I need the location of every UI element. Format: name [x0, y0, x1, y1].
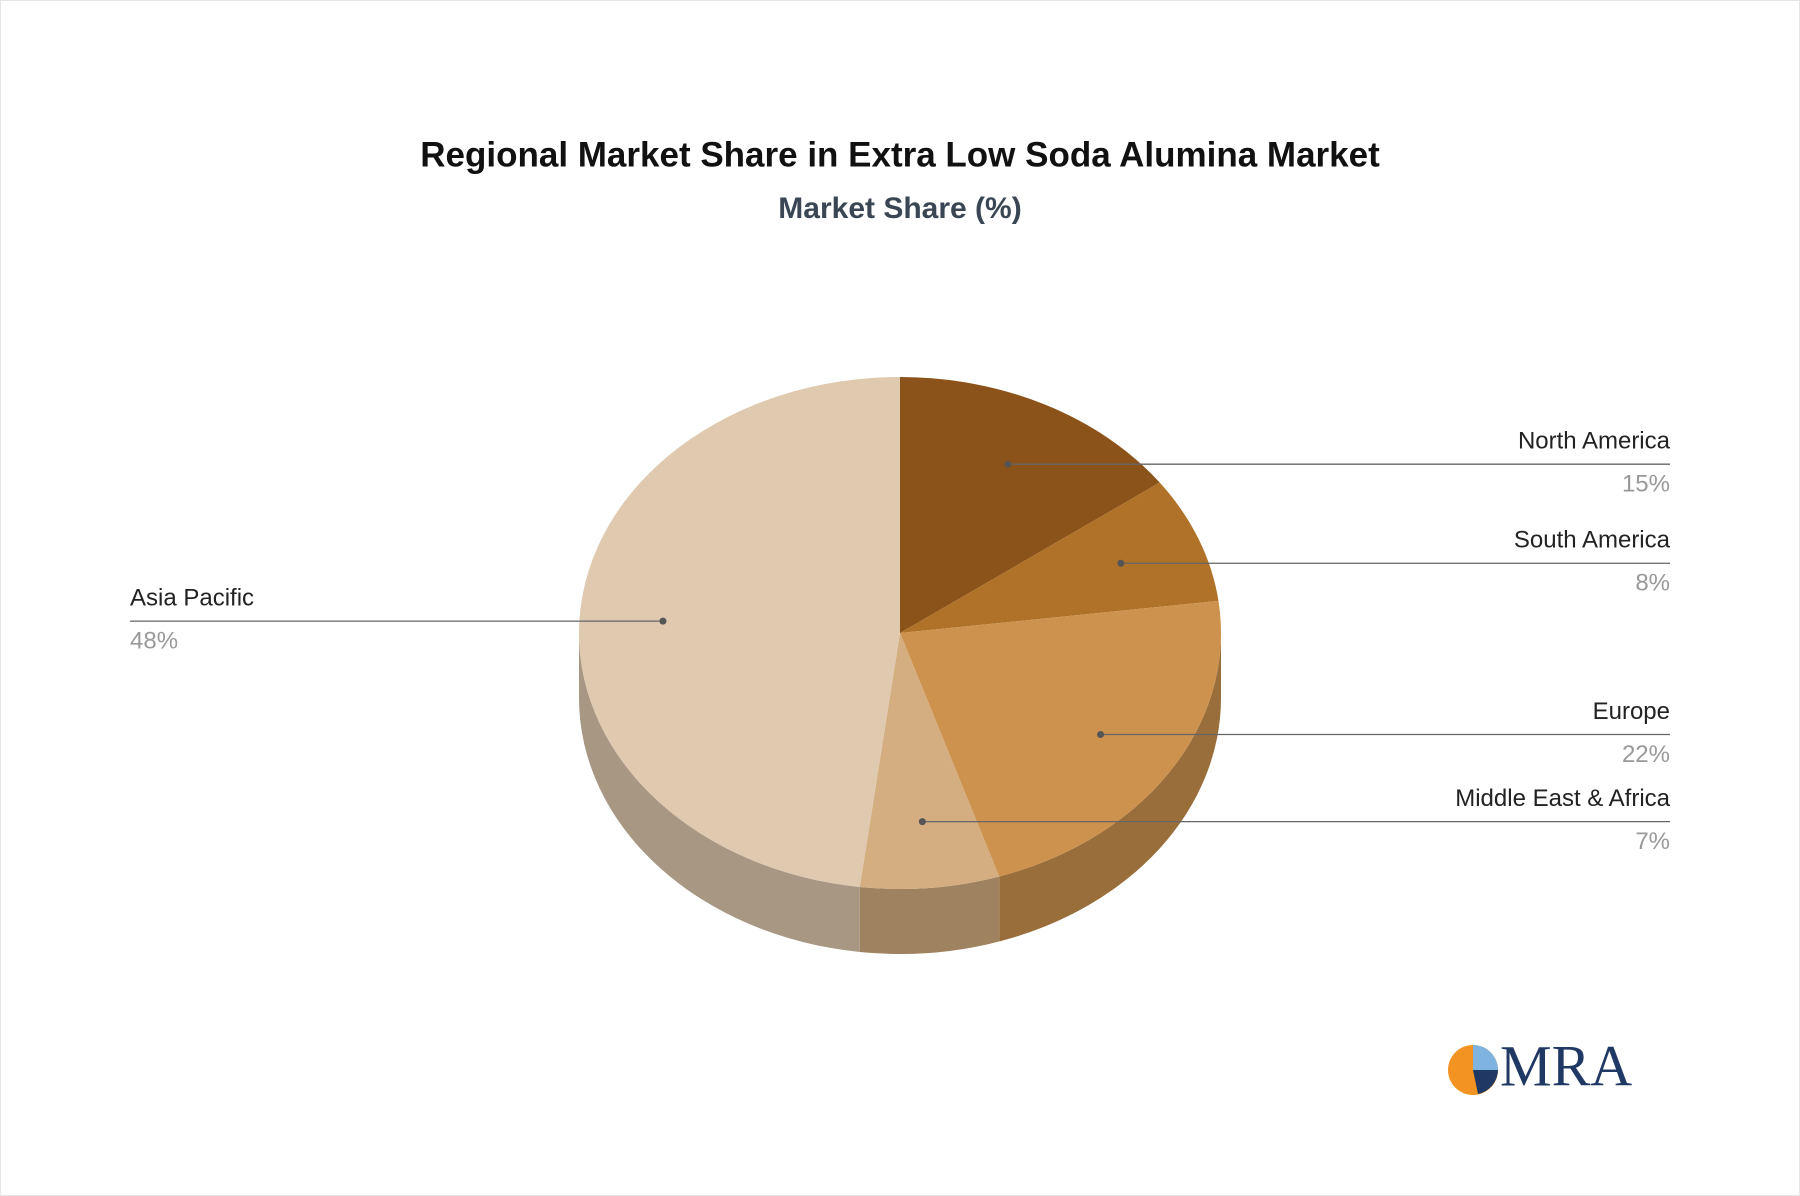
- logo-wedge: [1473, 1070, 1498, 1094]
- slice: [900, 377, 1160, 633]
- leader-dot: [1117, 559, 1125, 567]
- slice-value-label: 48%: [130, 627, 178, 654]
- leader-dot: [659, 617, 667, 625]
- slice-label: Europe: [1593, 698, 1670, 725]
- slice-value-label: 8%: [1635, 570, 1670, 597]
- leader-dot: [1097, 731, 1105, 739]
- leader-dot: [1004, 460, 1012, 468]
- slice-value-label: 7%: [1635, 828, 1670, 855]
- slice-label: Asia Pacific: [130, 584, 254, 611]
- logo: MRA: [1448, 1033, 1632, 1098]
- logo-wedge: [1473, 1045, 1498, 1070]
- chart-title: Regional Market Share in Extra Low Soda …: [420, 135, 1380, 174]
- slice-label: South America: [1514, 527, 1671, 554]
- slice-label: North America: [1518, 428, 1671, 455]
- slice-side: [579, 633, 860, 952]
- slice-value-label: 15%: [1622, 471, 1670, 498]
- slice-label: Middle East & Africa: [1455, 785, 1670, 812]
- leader-dot: [918, 818, 926, 826]
- slice-side: [859, 876, 1000, 955]
- slice: [900, 600, 1221, 877]
- slice: [859, 633, 1000, 890]
- slice-side: [999, 633, 1221, 942]
- slice: [578, 377, 900, 887]
- chart-subtitle: Market Share (%): [778, 192, 1021, 225]
- slice: [900, 482, 1219, 633]
- slice-value-label: 22%: [1622, 741, 1670, 768]
- logo-text: MRA: [1500, 1033, 1632, 1098]
